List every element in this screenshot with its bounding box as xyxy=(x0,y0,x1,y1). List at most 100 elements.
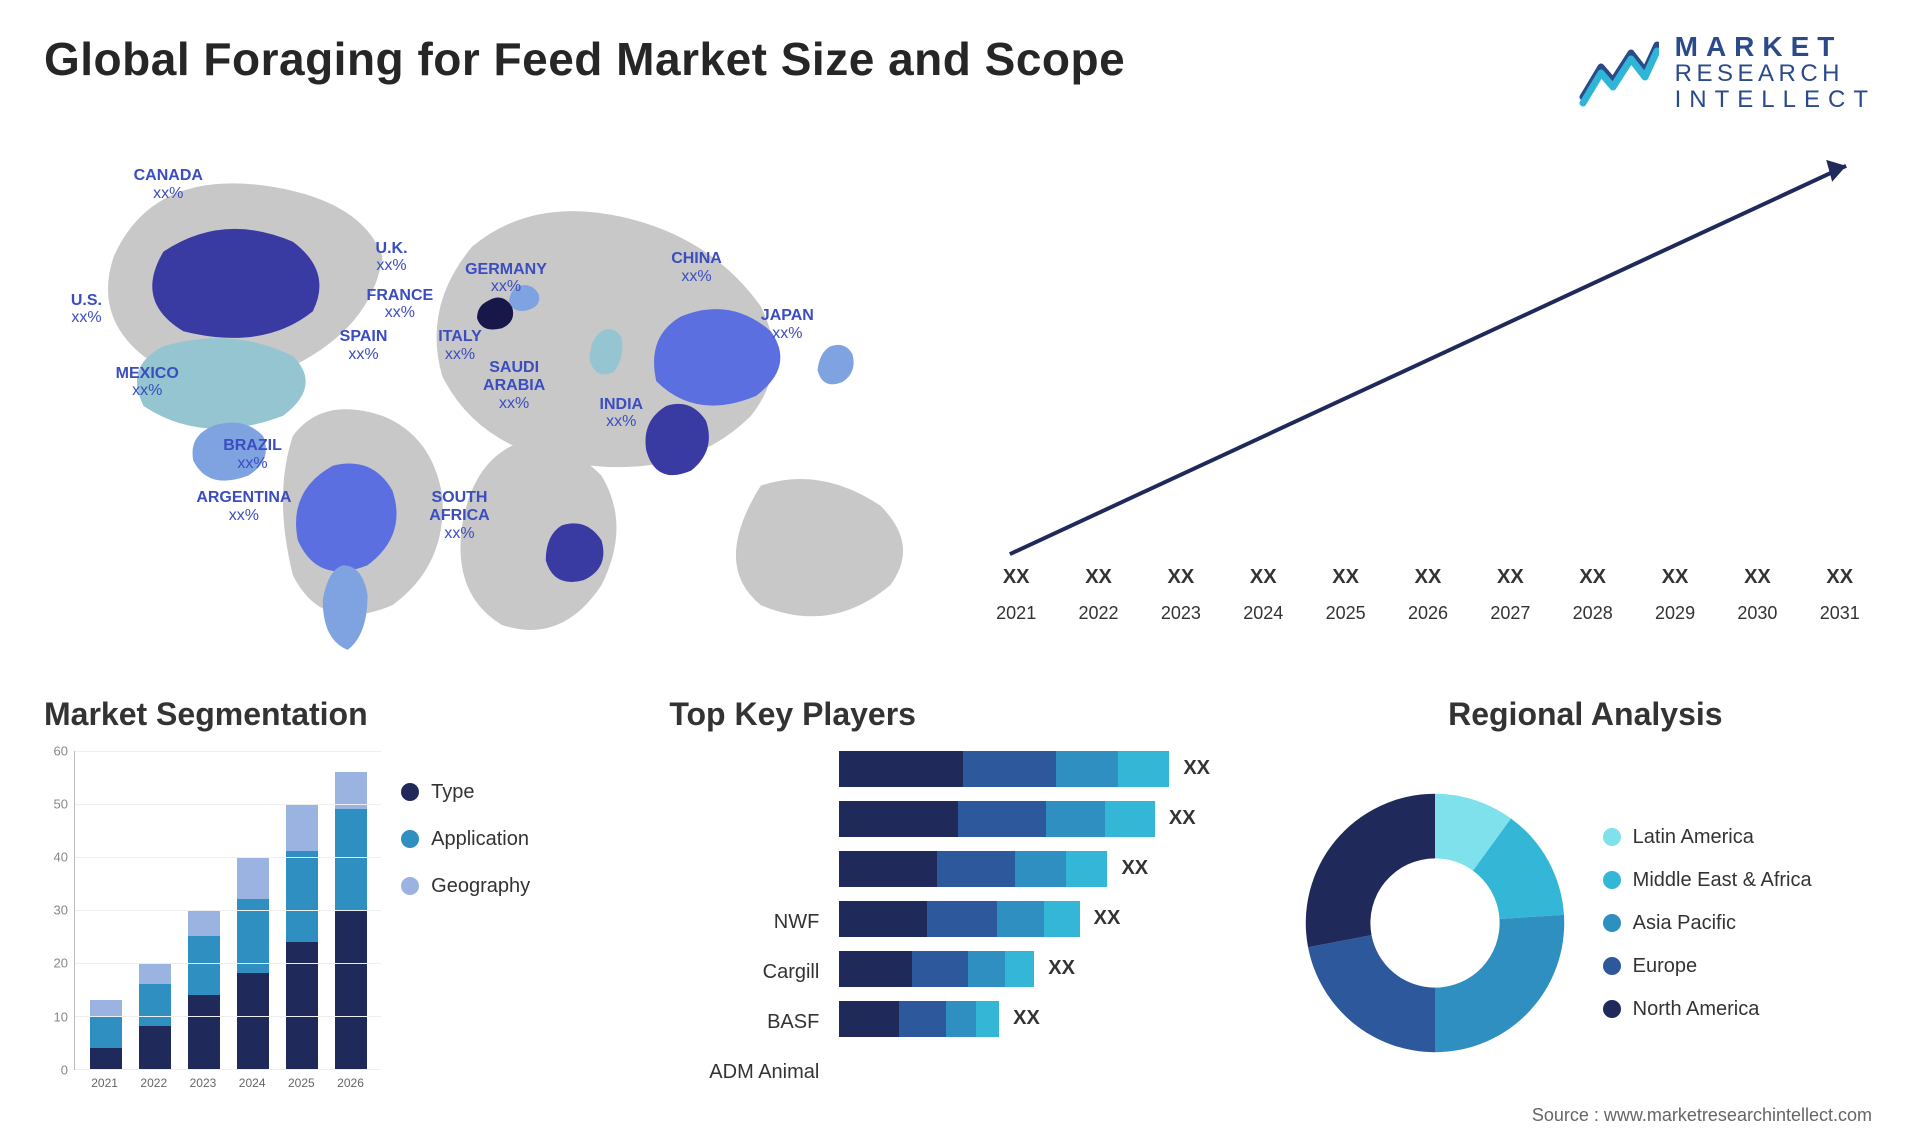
map-label: FRANCExx% xyxy=(367,287,434,322)
legend-label: Asia Pacific xyxy=(1633,912,1736,935)
donut-slice xyxy=(1308,935,1435,1052)
map-label: INDIAxx% xyxy=(600,396,644,431)
segmentation-bar-segment xyxy=(139,984,171,1026)
growth-year-label: 2025 xyxy=(1326,603,1366,624)
page-title: Global Foraging for Feed Market Size and… xyxy=(44,32,1125,86)
growth-year-label: 2026 xyxy=(1408,603,1448,624)
map-label: CANADAxx% xyxy=(134,167,203,202)
growth-year-label: 2029 xyxy=(1655,603,1695,624)
key-player-bar-segment xyxy=(839,1001,899,1037)
key-player-bar-segment xyxy=(1118,751,1170,787)
growth-bar-value: XX xyxy=(1003,566,1030,589)
regional-legend: Latin America Middle East & Africa Asia Pa… xyxy=(1603,826,1812,1021)
brand-logo: MARKET RESEARCH INTELLECT xyxy=(1579,32,1876,112)
segmentation-title: Market Segmentation xyxy=(44,696,625,733)
key-player-row: XX xyxy=(839,801,1242,837)
legend-item: Application xyxy=(401,828,625,851)
map-label: JAPANxx% xyxy=(761,307,814,342)
legend-item: Geography xyxy=(401,875,625,898)
key-player-bar-segment xyxy=(927,901,997,937)
map-label: CHINAxx% xyxy=(671,250,722,285)
segmentation-bar-segment xyxy=(335,910,367,1069)
key-player-bar-segment xyxy=(1046,801,1106,837)
key-player-bar-segment xyxy=(1066,851,1107,887)
legend-item: North America xyxy=(1603,998,1812,1021)
legend-label: Latin America xyxy=(1633,826,1754,849)
key-players-panel: Top Key Players NWFCargillBASFADM Animal… xyxy=(669,696,1250,1096)
growth-bar: XX2029 xyxy=(1639,566,1711,624)
map-label: ITALYxx% xyxy=(438,328,482,363)
regional-panel: Regional Analysis Latin America Middle Ea… xyxy=(1295,696,1876,1096)
map-label: U.K.xx% xyxy=(376,240,408,275)
growth-year-label: 2030 xyxy=(1737,603,1777,624)
key-player-label: ADM Animal xyxy=(669,1054,819,1090)
key-player-row: XX xyxy=(839,951,1242,987)
growth-bar: XX2027 xyxy=(1474,566,1546,624)
growth-bar: XX2022 xyxy=(1062,566,1134,624)
segmentation-gridline xyxy=(75,857,381,858)
segmentation-bar-segment xyxy=(90,1048,122,1069)
legend-label: Application xyxy=(431,828,529,851)
key-player-bar-segment xyxy=(976,1001,999,1037)
growth-bar: XX 2026 xyxy=(1392,566,1464,624)
growth-bar-value: XX xyxy=(1332,566,1359,589)
key-player-bar-segment xyxy=(839,801,958,837)
key-player-bar-segment xyxy=(899,1001,945,1037)
key-player-bar-segment xyxy=(839,751,963,787)
map-label: MEXICOxx% xyxy=(116,365,179,400)
key-player-bar-segment xyxy=(968,951,1005,987)
segmentation-xlabel: 2022 xyxy=(138,1070,170,1096)
legend-label: Geography xyxy=(431,875,530,898)
segmentation-chart: 0102030405060 202120222023202420252026 xyxy=(44,751,381,1096)
legend-label: Middle East & Africa xyxy=(1633,869,1812,892)
logo-text-3: INTELLECT xyxy=(1675,87,1876,112)
legend-item: Asia Pacific xyxy=(1603,912,1812,935)
growth-bar: XX2021 xyxy=(980,566,1052,624)
growth-year-label: 2022 xyxy=(1079,603,1119,624)
segmentation-ytick: 40 xyxy=(54,850,68,865)
donut-slice xyxy=(1305,794,1434,947)
key-player-bar-segment xyxy=(839,951,911,987)
logo-text-1: MARKET xyxy=(1675,32,1876,61)
growth-year-label: 2031 xyxy=(1820,603,1860,624)
growth-bar: XX2023 xyxy=(1145,566,1217,624)
segmentation-gridline xyxy=(75,963,381,964)
segmentation-ytick: 0 xyxy=(61,1062,68,1077)
legend-swatch-icon xyxy=(1603,828,1621,846)
segmentation-bar xyxy=(188,910,220,1069)
key-player-label: BASF xyxy=(669,1004,819,1040)
growth-year-label: 2024 xyxy=(1243,603,1283,624)
key-player-bar-segment xyxy=(1015,851,1067,887)
segmentation-xlabel: 2026 xyxy=(335,1070,367,1096)
segmentation-ytick: 10 xyxy=(54,1009,68,1024)
growth-bar-value: XX xyxy=(1415,566,1442,589)
key-player-bar-segment xyxy=(937,851,1014,887)
regional-title: Regional Analysis xyxy=(1295,696,1876,733)
segmentation-gridline xyxy=(75,751,381,752)
growth-year-label: 2023 xyxy=(1161,603,1201,624)
regional-donut-chart xyxy=(1295,783,1575,1063)
world-map-panel: CANADAxx%U.S.xx%MEXICOxx%BRAZILxx%ARGENT… xyxy=(44,136,940,656)
key-player-bar-segment xyxy=(912,951,969,987)
legend-swatch-icon xyxy=(401,783,419,801)
map-label: GERMANYxx% xyxy=(465,261,547,296)
key-player-bar-segment xyxy=(1044,901,1080,937)
growth-year-label: 2028 xyxy=(1573,603,1613,624)
segmentation-xlabel: 2021 xyxy=(89,1070,121,1096)
key-player-bar-segment xyxy=(963,751,1056,787)
growth-bar-value: XX xyxy=(1250,566,1277,589)
key-player-bar-segment xyxy=(946,1001,977,1037)
segmentation-bar-segment xyxy=(139,963,171,984)
segmentation-xlabel: 2025 xyxy=(285,1070,317,1096)
growth-bar-value: XX xyxy=(1826,566,1853,589)
legend-label: Europe xyxy=(1633,955,1698,978)
map-label: SAUDIARABIAxx% xyxy=(483,359,545,412)
key-players-title: Top Key Players xyxy=(669,696,1250,733)
segmentation-bar-segment xyxy=(90,1016,122,1048)
growth-bar: XX 2031 xyxy=(1804,566,1876,624)
legend-item: Latin America xyxy=(1603,826,1812,849)
growth-year-label: 2027 xyxy=(1490,603,1530,624)
legend-swatch-icon xyxy=(1603,871,1621,889)
segmentation-bar-segment xyxy=(188,995,220,1069)
key-player-value: XX xyxy=(1013,1007,1040,1030)
